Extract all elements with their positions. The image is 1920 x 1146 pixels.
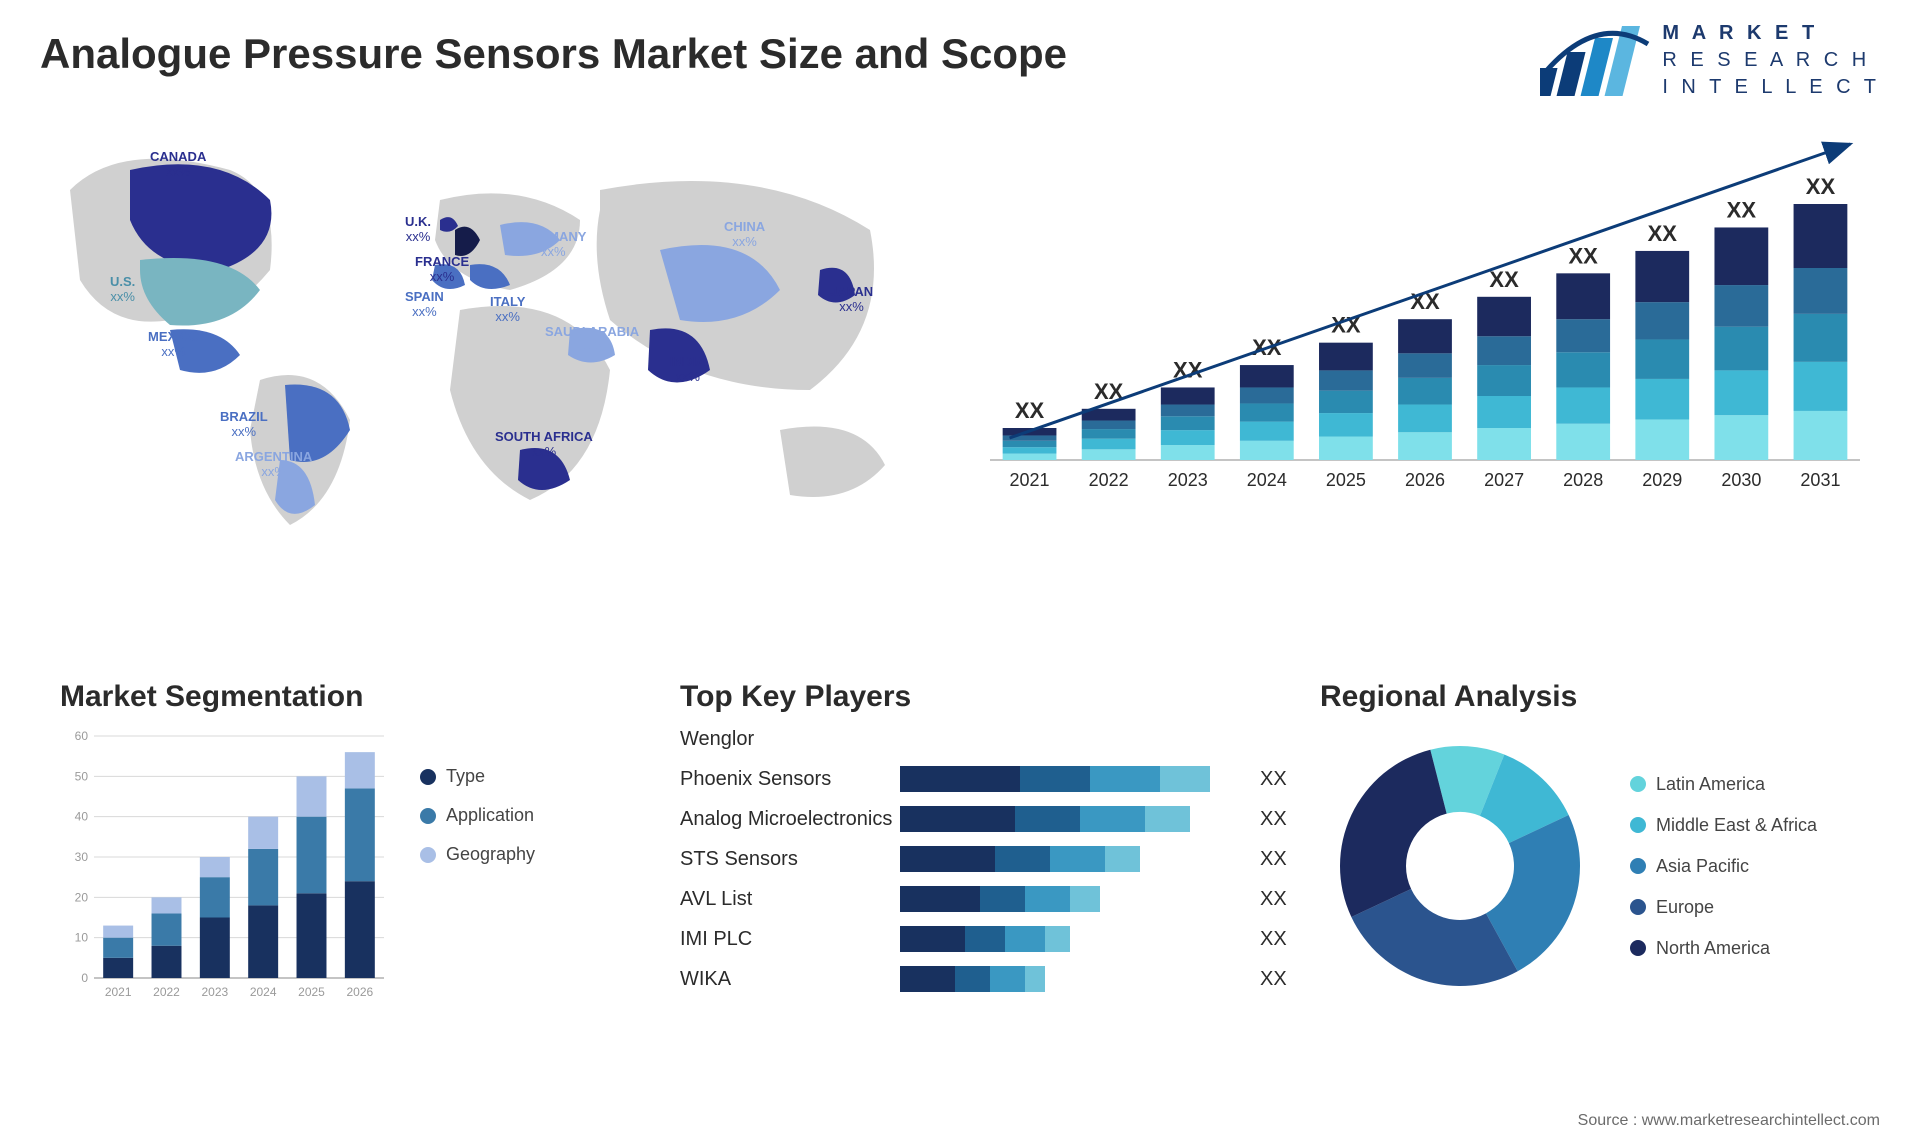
map-label-u-s-: U.S.xx% bbox=[110, 275, 135, 305]
svg-text:XX: XX bbox=[1648, 221, 1678, 246]
regional-donut-chart bbox=[1320, 726, 1600, 1006]
svg-text:XX: XX bbox=[1727, 197, 1757, 222]
player-name: AVL List bbox=[680, 888, 900, 911]
logo-line1: M A R K E T bbox=[1662, 20, 1880, 47]
svg-text:XX: XX bbox=[1806, 174, 1836, 199]
svg-text:2031: 2031 bbox=[1800, 470, 1840, 490]
player-name: Phoenix Sensors bbox=[680, 768, 900, 791]
regional-legend-latin-america: Latin America bbox=[1630, 774, 1817, 795]
svg-text:2026: 2026 bbox=[346, 985, 373, 999]
player-bar bbox=[900, 726, 1250, 752]
regional-legend-asia-pacific: Asia Pacific bbox=[1630, 856, 1817, 877]
map-label-china: CHINAxx% bbox=[724, 220, 765, 250]
world-map: CANADAxx% U.S.xx% MEXICOxx% BRAZILxx% ARGENT… bbox=[40, 130, 920, 530]
svg-text:60: 60 bbox=[75, 729, 89, 743]
players-chart: Wenglor Phoenix Sensors XX Analog Microelec… bbox=[680, 726, 1300, 992]
player-value: XX bbox=[1250, 928, 1300, 951]
player-bar bbox=[900, 846, 1250, 872]
player-value: XX bbox=[1250, 888, 1300, 911]
svg-text:2025: 2025 bbox=[298, 985, 325, 999]
player-bar bbox=[900, 926, 1250, 952]
logo-line3: I N T E L L E C T bbox=[1662, 74, 1880, 101]
player-value: XX bbox=[1250, 848, 1300, 871]
map-label-argentina: ARGENTINAxx% bbox=[235, 450, 312, 480]
map-label-india: INDIAxx% bbox=[670, 355, 705, 385]
players-title: Top Key Players bbox=[680, 680, 1300, 714]
svg-text:2021: 2021 bbox=[105, 985, 132, 999]
svg-text:2027: 2027 bbox=[1484, 470, 1524, 490]
logo-text: M A R K E T R E S E A R C H I N T E L L … bbox=[1662, 20, 1880, 101]
market-segmentation: Market Segmentation 0 10 20 30 40 50 60 2021 202… bbox=[60, 680, 620, 1006]
regional-legend-north-america: North America bbox=[1630, 938, 1817, 959]
player-bar bbox=[900, 766, 1250, 792]
svg-text:2021: 2021 bbox=[1010, 470, 1050, 490]
svg-text:2023: 2023 bbox=[1168, 470, 1208, 490]
map-label-france: FRANCExx% bbox=[415, 255, 469, 285]
segmentation-legend-geography: Geography bbox=[420, 844, 535, 865]
svg-text:2022: 2022 bbox=[153, 985, 180, 999]
regional-title: Regional Analysis bbox=[1320, 680, 1880, 714]
svg-text:2024: 2024 bbox=[1247, 470, 1287, 490]
map-label-brazil: BRAZILxx% bbox=[220, 410, 268, 440]
player-name: STS Sensors bbox=[680, 848, 900, 871]
segmentation-legend: Type Application Geography bbox=[420, 726, 535, 1006]
svg-text:XX: XX bbox=[1569, 243, 1599, 268]
page-title: Analogue Pressure Sensors Market Size an… bbox=[40, 30, 1067, 78]
source-attribution: Source : www.marketresearchintellect.com bbox=[1578, 1112, 1880, 1130]
svg-text:0: 0 bbox=[81, 971, 88, 985]
player-value: XX bbox=[1250, 808, 1300, 831]
svg-text:2030: 2030 bbox=[1721, 470, 1761, 490]
player-name: WIKA bbox=[680, 968, 900, 991]
map-label-japan: JAPANxx% bbox=[830, 285, 873, 315]
map-label-south-africa: SOUTH AFRICAxx% bbox=[495, 430, 593, 460]
logo-line2: R E S E A R C H bbox=[1662, 47, 1880, 74]
svg-text:50: 50 bbox=[75, 769, 89, 783]
market-size-chart: XX2021XX2022XX2023XX2024XX2025XX2026XX20… bbox=[960, 110, 1880, 510]
map-label-germany: GERMANYxx% bbox=[520, 230, 586, 260]
player-bar bbox=[900, 966, 1250, 992]
regional-legend-middle-east-africa: Middle East & Africa bbox=[1630, 815, 1817, 836]
regional-legend: Latin America Middle East & Africa Asia Pa… bbox=[1630, 774, 1817, 959]
segmentation-legend-type: Type bbox=[420, 766, 535, 787]
svg-text:XX: XX bbox=[1015, 398, 1045, 423]
segmentation-legend-application: Application bbox=[420, 805, 535, 826]
player-name: Analog Microelectronics bbox=[680, 808, 900, 831]
map-label-spain: SPAINxx% bbox=[405, 290, 444, 320]
player-value: XX bbox=[1250, 968, 1300, 991]
player-bar bbox=[900, 806, 1250, 832]
logo-bars-icon bbox=[1540, 26, 1650, 96]
segmentation-title: Market Segmentation bbox=[60, 680, 620, 714]
svg-text:2028: 2028 bbox=[1563, 470, 1603, 490]
svg-text:40: 40 bbox=[75, 810, 89, 824]
svg-text:2022: 2022 bbox=[1089, 470, 1129, 490]
map-label-u-k-: U.K.xx% bbox=[405, 215, 431, 245]
player-bar bbox=[900, 886, 1250, 912]
map-label-canada: CANADAxx% bbox=[150, 150, 206, 180]
map-label-italy: ITALYxx% bbox=[490, 295, 525, 325]
svg-text:20: 20 bbox=[75, 890, 89, 904]
svg-text:2026: 2026 bbox=[1405, 470, 1445, 490]
svg-text:2025: 2025 bbox=[1326, 470, 1366, 490]
svg-text:2024: 2024 bbox=[250, 985, 277, 999]
player-name: Wenglor bbox=[680, 728, 900, 751]
player-value: XX bbox=[1250, 768, 1300, 791]
regional-analysis: Regional Analysis Latin America Middle Ea… bbox=[1320, 680, 1880, 1006]
svg-text:10: 10 bbox=[75, 931, 89, 945]
segmentation-chart: 0 10 20 30 40 50 60 2021 2022 2023 2024 2025 2026 bbox=[60, 726, 390, 1006]
svg-text:2029: 2029 bbox=[1642, 470, 1682, 490]
map-label-mexico: MEXICOxx% bbox=[148, 330, 199, 360]
player-name: IMI PLC bbox=[680, 928, 900, 951]
regional-legend-europe: Europe bbox=[1630, 897, 1817, 918]
svg-text:XX: XX bbox=[1489, 267, 1519, 292]
svg-text:30: 30 bbox=[75, 850, 89, 864]
top-key-players: Top Key Players Wenglor Phoenix Sensors XX… bbox=[680, 680, 1300, 992]
map-label-saudi-arabia: SAUDI ARABIAxx% bbox=[545, 325, 639, 355]
brand-logo: M A R K E T R E S E A R C H I N T E L L … bbox=[1540, 20, 1880, 101]
svg-text:2023: 2023 bbox=[201, 985, 228, 999]
